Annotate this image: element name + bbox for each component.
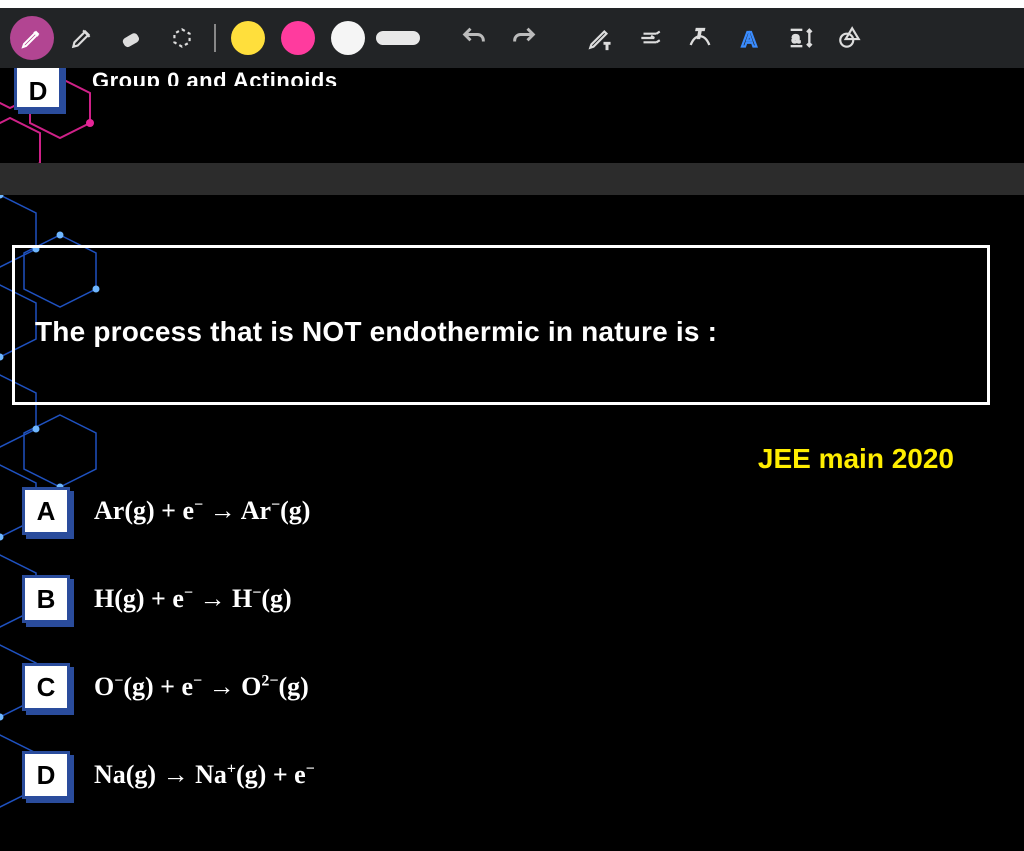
text-path-tool[interactable]: T (678, 16, 722, 60)
outline-a-icon: A (737, 25, 763, 51)
partial-slide-text: Group 0 and Actinoids (92, 68, 992, 86)
undo-icon (460, 24, 488, 52)
pen-icon (20, 26, 44, 50)
slide-gap (0, 163, 1024, 195)
option-letter-box: C (22, 663, 70, 711)
option-text: Ar(g) + e− → Ar−(g) (94, 496, 310, 526)
layers-tool[interactable] (628, 16, 672, 60)
svg-text:a: a (792, 30, 800, 46)
option-letter-box: B (22, 575, 70, 623)
slide-area: D Group 0 and Actinoids (0, 68, 1024, 851)
option-text: H(g) + e− → H−(g) (94, 584, 292, 614)
question-text: The process that is NOT endothermic in n… (35, 316, 967, 348)
shapes-icon (837, 25, 863, 51)
lasso-icon (169, 25, 195, 51)
option-text: O−(g) + e− → O2−(g) (94, 672, 309, 702)
lasso-tool[interactable] (160, 16, 204, 60)
previous-slide-strip: D Group 0 and Actinoids (0, 68, 1024, 163)
svg-text:A: A (741, 27, 757, 51)
pen-tool[interactable] (10, 16, 54, 60)
option-letter-box: D (22, 751, 70, 799)
option-text: Na(g) → Na+(g) + e− (94, 760, 315, 790)
redo-icon (510, 24, 538, 52)
eraser-tool[interactable] (110, 16, 154, 60)
redo-button[interactable] (502, 16, 546, 60)
option-row[interactable]: C O−(g) + e− → O2−(g) (22, 661, 315, 713)
highlighter-tool[interactable] (60, 16, 104, 60)
option-letter-box: A (22, 487, 70, 535)
option-row[interactable]: D Na(g) → Na+(g) + e− (22, 749, 315, 801)
svg-text:T: T (695, 26, 704, 41)
color-swatch-icon (331, 21, 365, 55)
color-pink[interactable] (276, 16, 320, 60)
option-letter: D (37, 760, 56, 791)
color-swatch-icon (231, 21, 265, 55)
stroke-thickness[interactable] (376, 16, 420, 60)
annotation-toolbar: T T A a (0, 8, 1024, 68)
text-path-icon: T (686, 24, 714, 52)
toolbar-divider (214, 24, 216, 52)
window-top-border (0, 0, 1024, 8)
text-outline-tool[interactable]: A (728, 16, 772, 60)
option-letter: B (37, 584, 56, 615)
question-box: The process that is NOT endothermic in n… (12, 245, 990, 405)
color-yellow[interactable] (226, 16, 270, 60)
shapes-tool[interactable] (828, 16, 872, 60)
color-white[interactable] (326, 16, 370, 60)
undo-button[interactable] (452, 16, 496, 60)
highlighter-icon (69, 25, 95, 51)
pen-ruler-tool[interactable]: T (578, 16, 622, 60)
option-row[interactable]: B H(g) + e− → H−(g) (22, 573, 315, 625)
svg-text:T: T (604, 41, 610, 51)
option-row[interactable]: A Ar(g) + e− → Ar−(g) (22, 485, 315, 537)
source-label: JEE main 2020 (758, 443, 954, 475)
thickness-icon (376, 31, 420, 45)
option-letter: A (37, 496, 56, 527)
option-letter-box: D (14, 68, 62, 110)
option-letter: D (29, 76, 48, 107)
line-height-tool[interactable]: a (778, 16, 822, 60)
current-slide: The process that is NOT endothermic in n… (0, 195, 1024, 851)
color-swatch-icon (281, 21, 315, 55)
layers-icon (637, 25, 663, 51)
option-letter: C (37, 672, 56, 703)
options-list: A Ar(g) + e− → Ar−(g) B H(g) + e− → H−(g… (22, 485, 315, 837)
line-height-icon: a (786, 24, 814, 52)
pen-ruler-icon: T (587, 25, 613, 51)
eraser-icon (119, 25, 145, 51)
